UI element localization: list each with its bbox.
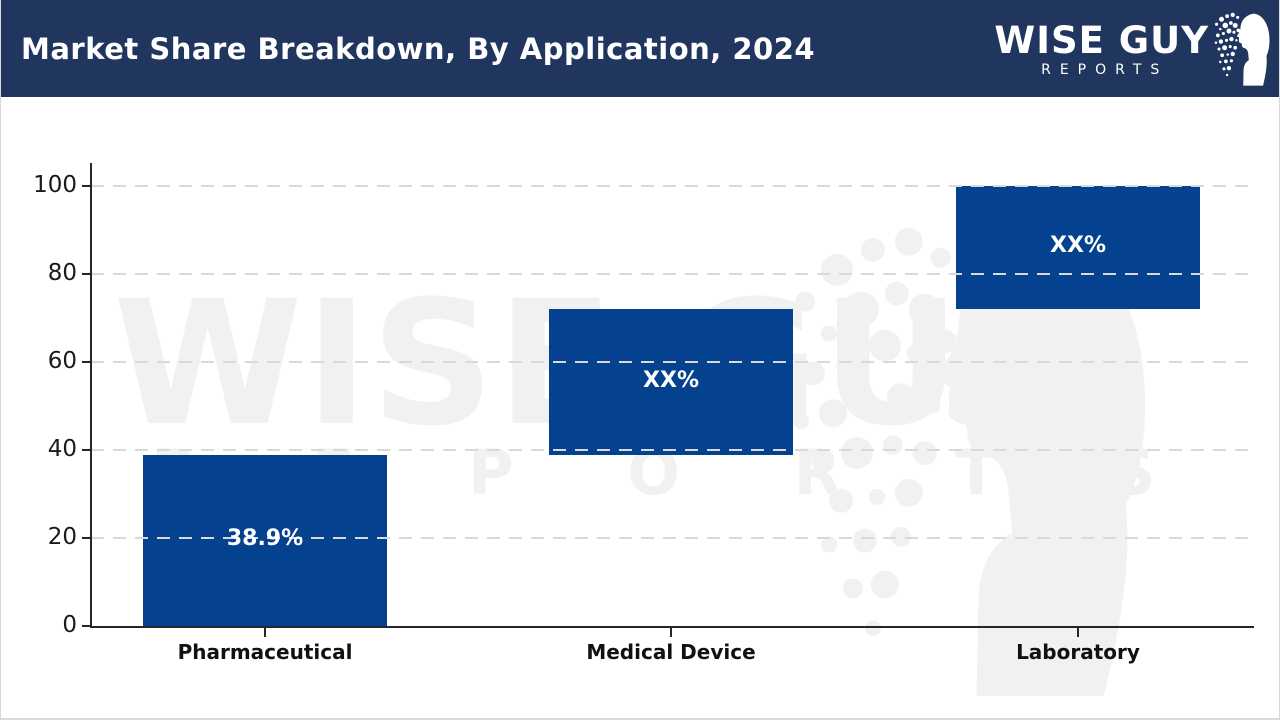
gridline-40 — [91, 449, 1254, 451]
bar-laboratory — [956, 186, 1200, 309]
bar-label-laboratory: XX% — [1050, 233, 1106, 259]
wiseguy-logo-face-icon — [1214, 12, 1270, 86]
header-band: Market Share Breakdown, By Application, … — [1, 0, 1279, 97]
y-tick-label-60: 60 — [47, 348, 77, 374]
gridline-60 — [91, 361, 1254, 363]
page-title: Market Share Breakdown, By Application, … — [21, 31, 816, 66]
y-axis-line — [90, 163, 92, 627]
bar-pharmaceutical — [143, 454, 387, 626]
y-tick-60 — [82, 361, 91, 363]
y-tick-label-80: 80 — [47, 260, 77, 286]
wiseguy-logo-text: WISE GUY REPORTS — [994, 22, 1209, 77]
gridline-100 — [91, 185, 1254, 187]
gridline-80 — [91, 273, 1254, 275]
x-label-pharmaceutical: Pharmaceutical — [177, 640, 353, 664]
watermark-face-icon — [793, 227, 1146, 697]
y-tick-20 — [82, 537, 91, 539]
y-tick-0 — [82, 625, 91, 627]
bar-label-pharmaceutical: 38.9% — [226, 526, 304, 552]
x-label-laboratory: Laboratory — [1016, 640, 1140, 664]
wiseguy-logo-wordmark: WISE GUY — [994, 18, 1209, 62]
bar-medical-device — [549, 308, 793, 455]
y-tick-80 — [82, 273, 91, 275]
y-tick-label-40: 40 — [47, 436, 77, 462]
x-tick-laboratory — [1077, 628, 1079, 637]
x-tick-medical-device — [670, 628, 672, 637]
y-tick-label-0: 0 — [62, 612, 77, 638]
y-tick-label-100: 100 — [33, 172, 77, 198]
x-tick-pharmaceutical — [264, 628, 266, 637]
x-axis-line — [90, 626, 1254, 628]
y-tick-40 — [82, 449, 91, 451]
gridline-20 — [91, 537, 1254, 539]
y-tick-label-20: 20 — [47, 524, 77, 550]
bar-label-medical-device: XX% — [643, 367, 699, 393]
wiseguy-logo: WISE GUY REPORTS — [994, 4, 1273, 94]
x-label-medical-device: Medical Device — [586, 640, 756, 664]
wiseguy-logo-subtitle: REPORTS — [1041, 61, 1169, 78]
y-tick-100 — [82, 185, 91, 187]
